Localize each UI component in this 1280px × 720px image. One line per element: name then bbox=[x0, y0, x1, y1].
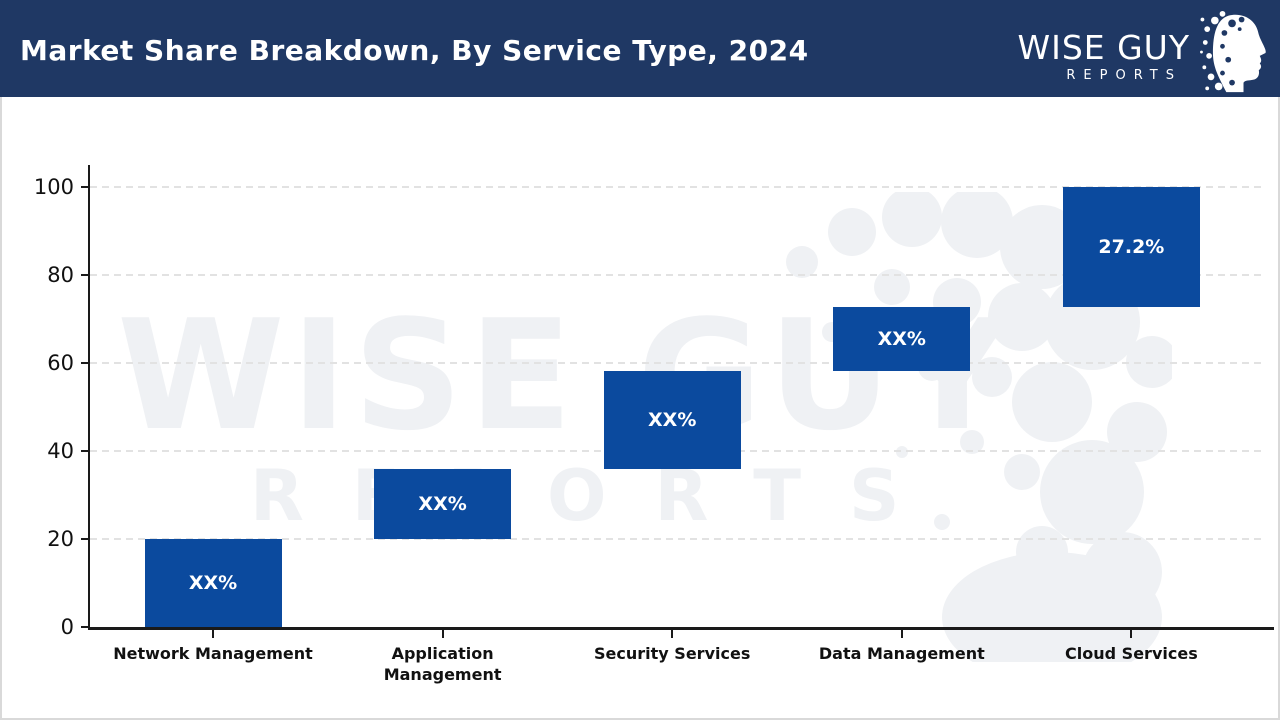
x-category-label: Cloud Services bbox=[1065, 644, 1198, 663]
bar-value-label: XX% bbox=[188, 572, 238, 594]
y-tick-label: 60 bbox=[47, 351, 74, 375]
logo-wordmark: WISE GUY bbox=[1017, 28, 1190, 67]
y-tick-label: 100 bbox=[33, 175, 74, 199]
x-axis-line bbox=[88, 627, 1274, 630]
x-category-label: Security Services bbox=[594, 644, 751, 663]
y-gridline bbox=[90, 274, 1266, 276]
x-tick-mark bbox=[671, 630, 674, 638]
x-category-label: Network Management bbox=[113, 644, 313, 663]
app-header: Market Share Breakdown, By Service Type,… bbox=[0, 0, 1280, 97]
y-gridline bbox=[90, 538, 1266, 540]
y-tick-label: 80 bbox=[47, 263, 74, 287]
y-tick-mark bbox=[81, 274, 90, 276]
bar-data-management: XX% bbox=[833, 306, 971, 371]
x-tick-mark bbox=[441, 630, 444, 638]
logo-face-icon bbox=[1200, 10, 1266, 93]
logo-subtext: REPORTS bbox=[1066, 68, 1182, 83]
y-tick-label: 0 bbox=[60, 615, 74, 639]
x-category-label: Application Management bbox=[383, 644, 502, 684]
chart-panel: WISE GUY REPORTS 0 20 40 60 80 100 XX% Network … bbox=[0, 97, 1280, 720]
x-tick-mark bbox=[212, 630, 214, 638]
bar-value-label: XX% bbox=[648, 408, 697, 431]
y-gridline bbox=[90, 362, 1266, 364]
y-gridline bbox=[90, 186, 1266, 188]
y-axis-line bbox=[88, 165, 90, 630]
y-tick-mark bbox=[81, 450, 90, 452]
y-tick-label: 20 bbox=[47, 527, 74, 551]
y-tick-mark bbox=[81, 362, 90, 364]
bar-security-services: XX% bbox=[603, 370, 741, 469]
bar-value-label: 27.2% bbox=[1098, 235, 1165, 258]
bar-network-management: XX% bbox=[144, 539, 282, 627]
bar-value-label: XX% bbox=[877, 327, 926, 350]
bar-application-management: XX% bbox=[374, 468, 512, 539]
brand-logo: WISE GUY REPORTS bbox=[1017, 6, 1268, 93]
x-tick-mark bbox=[900, 630, 903, 638]
y-tick-label: 40 bbox=[47, 439, 74, 463]
bar-value-label: XX% bbox=[418, 492, 467, 515]
x-tick-mark bbox=[1130, 630, 1133, 638]
page-title: Market Share Breakdown, By Service Type,… bbox=[20, 34, 809, 67]
plot-area: 0 20 40 60 80 100 XX% Network Management XX% Appl… bbox=[2, 97, 1278, 718]
bar-cloud-services: 27.2% bbox=[1062, 187, 1200, 307]
x-category-label: Data Management bbox=[818, 644, 985, 663]
y-tick-mark bbox=[81, 626, 90, 628]
y-tick-mark bbox=[81, 186, 90, 188]
y-tick-mark bbox=[81, 538, 90, 540]
